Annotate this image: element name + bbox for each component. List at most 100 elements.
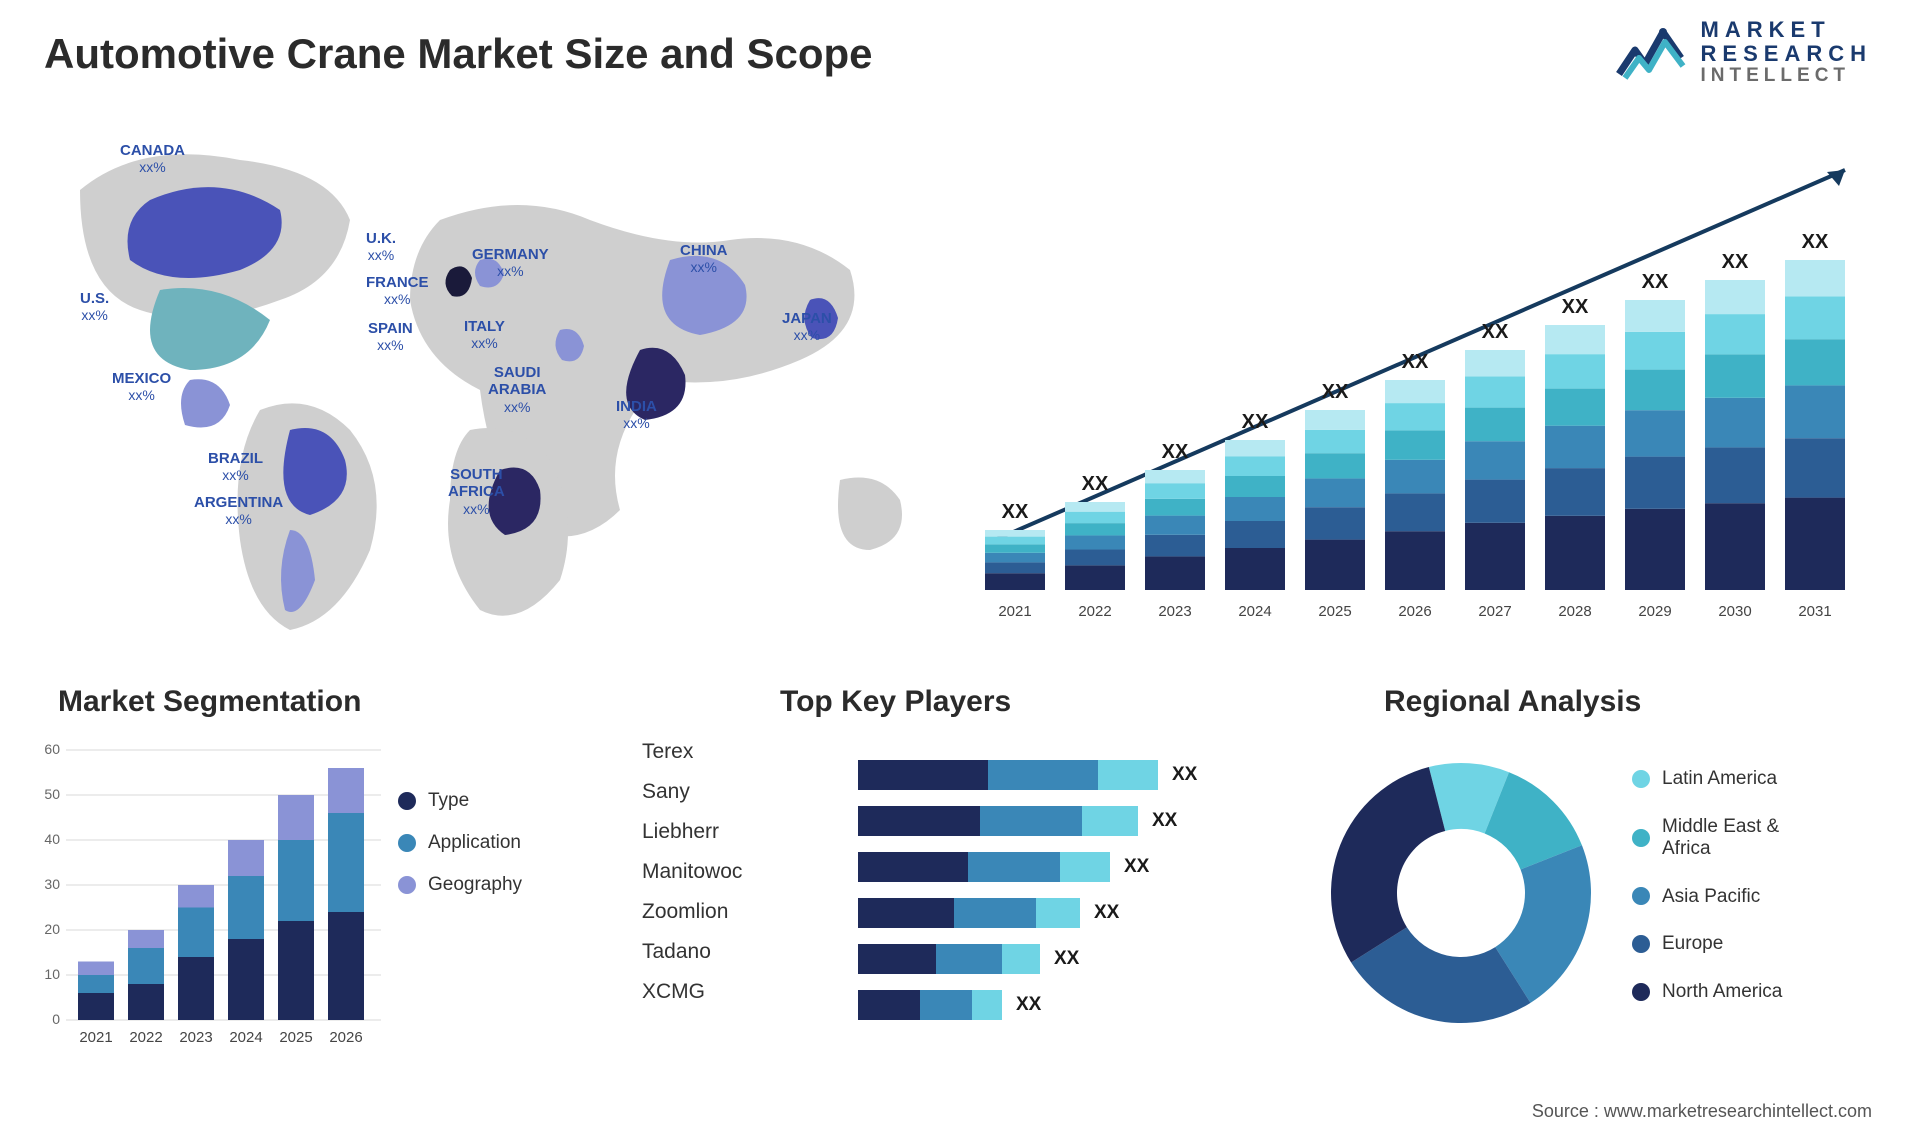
svg-text:XX: XX xyxy=(1242,411,1269,433)
keyplayer-bar: XX xyxy=(858,990,1268,1020)
keyplayer-bar: XX xyxy=(858,852,1268,882)
map-label: U.S.xx% xyxy=(80,290,109,323)
keyplayer-name: Zoomlion xyxy=(642,900,742,924)
page-title: Automotive Crane Market Size and Scope xyxy=(44,30,873,78)
keyplayer-bar: XX xyxy=(858,806,1268,836)
keyplayers-heading: Top Key Players xyxy=(780,685,1011,719)
legend-item: Latin America xyxy=(1632,768,1782,790)
svg-text:2027: 2027 xyxy=(1478,603,1511,620)
map-label: CHINAxx% xyxy=(680,242,728,275)
bar-segment xyxy=(858,990,920,1020)
keyplayers-list: TerexSanyLiebherrManitowocZoomlionTadano… xyxy=(642,740,742,1004)
segmentation-chart: 0102030405060202120222023202420252026 xyxy=(36,740,386,1050)
bar-segment xyxy=(920,990,972,1020)
bar-value-label: XX xyxy=(1172,764,1197,786)
svg-text:2026: 2026 xyxy=(1398,603,1431,620)
legend-swatch-icon xyxy=(1632,829,1650,847)
svg-text:XX: XX xyxy=(1562,296,1589,318)
svg-text:2022: 2022 xyxy=(1078,603,1111,620)
svg-text:2021: 2021 xyxy=(79,1029,112,1046)
svg-text:2025: 2025 xyxy=(1318,603,1351,620)
svg-text:20: 20 xyxy=(44,921,60,937)
source-caption: Source : www.marketresearchintellect.com xyxy=(1532,1101,1872,1122)
legend-swatch-icon xyxy=(1632,770,1650,788)
logo-line-3: INTELLECT xyxy=(1701,66,1872,87)
legend-item: Europe xyxy=(1632,933,1782,955)
map-label: INDIAxx% xyxy=(616,398,657,431)
bar-segment xyxy=(1098,760,1158,790)
bar-segment xyxy=(968,852,1060,882)
svg-text:2029: 2029 xyxy=(1638,603,1671,620)
bar-value-label: XX xyxy=(1124,856,1149,878)
legend-item: North America xyxy=(1632,981,1782,1003)
legend-label: Europe xyxy=(1662,933,1723,955)
svg-text:50: 50 xyxy=(44,786,60,802)
svg-text:XX: XX xyxy=(1322,381,1349,403)
keyplayer-name: Manitowoc xyxy=(642,860,742,884)
map-label: SOUTHAFRICAxx% xyxy=(448,466,505,517)
svg-text:2025: 2025 xyxy=(279,1029,312,1046)
keyplayers-bars: XX XX XX XX XX XX xyxy=(858,760,1268,1060)
brand-logo: MARKET RESEARCH INTELLECT xyxy=(1615,18,1872,87)
legend-swatch-icon xyxy=(398,792,416,810)
regional-donut xyxy=(1316,748,1606,1038)
svg-text:XX: XX xyxy=(1162,441,1189,463)
keyplayer-bar: XX xyxy=(858,760,1268,790)
keyplayer-name: Liebherr xyxy=(642,820,742,844)
svg-text:2031: 2031 xyxy=(1798,603,1831,620)
legend-swatch-icon xyxy=(1632,983,1650,1001)
svg-text:XX: XX xyxy=(1002,501,1029,523)
bar-segment xyxy=(858,898,954,928)
bar-segment xyxy=(858,852,968,882)
svg-text:2024: 2024 xyxy=(229,1029,262,1046)
bar-value-label: XX xyxy=(1094,902,1119,924)
logo-line-1: MARKET xyxy=(1701,18,1872,42)
legend-label: Application xyxy=(428,832,521,854)
legend-swatch-icon xyxy=(1632,887,1650,905)
segmentation-legend: Type Application Geography xyxy=(398,790,522,896)
legend-item: Middle East & Africa xyxy=(1632,816,1782,860)
map-label: MEXICOxx% xyxy=(112,370,171,403)
growth-bar-chart: XX2021XX2022XX2023XX2024XX2025XX2026XX20… xyxy=(965,130,1875,640)
legend-item: Type xyxy=(398,790,522,812)
legend-swatch-icon xyxy=(398,834,416,852)
legend-label: North America xyxy=(1662,981,1782,1003)
map-label: U.K.xx% xyxy=(366,230,396,263)
svg-text:XX: XX xyxy=(1402,351,1429,373)
map-label: CANADAxx% xyxy=(120,142,185,175)
map-label: ARGENTINAxx% xyxy=(194,494,283,527)
legend-label: Asia Pacific xyxy=(1662,886,1760,908)
map-label: SPAINxx% xyxy=(368,320,413,353)
svg-text:XX: XX xyxy=(1482,321,1509,343)
legend-label: Type xyxy=(428,790,469,812)
logo-line-2: RESEARCH xyxy=(1701,42,1872,66)
keyplayer-name: XCMG xyxy=(642,980,742,1004)
bar-value-label: XX xyxy=(1054,948,1079,970)
svg-text:2023: 2023 xyxy=(1158,603,1191,620)
map-label: BRAZILxx% xyxy=(208,450,263,483)
keyplayer-bar: XX xyxy=(858,898,1268,928)
bar-segment xyxy=(1036,898,1080,928)
bar-value-label: XX xyxy=(1152,810,1177,832)
regional-legend: Latin America Middle East & Africa Asia Pa… xyxy=(1632,768,1782,1003)
svg-text:30: 30 xyxy=(44,876,60,892)
map-label: SAUDIARABIAxx% xyxy=(488,364,546,415)
legend-swatch-icon xyxy=(398,876,416,894)
legend-item: Geography xyxy=(398,874,522,896)
legend-label: Latin America xyxy=(1662,768,1777,790)
map-label: FRANCExx% xyxy=(366,274,429,307)
keyplayer-bar: XX xyxy=(858,944,1268,974)
legend-item: Asia Pacific xyxy=(1632,886,1782,908)
regional-heading: Regional Analysis xyxy=(1384,685,1641,719)
keyplayer-name: Tadano xyxy=(642,940,742,964)
world-map: CANADAxx% U.S.xx% MEXICOxx% BRAZILxx% ARGENT… xyxy=(40,130,950,660)
bar-segment xyxy=(858,760,988,790)
svg-text:2028: 2028 xyxy=(1558,603,1591,620)
keyplayer-name: Terex xyxy=(642,740,742,764)
svg-text:2026: 2026 xyxy=(329,1029,362,1046)
legend-swatch-icon xyxy=(1632,935,1650,953)
bar-segment xyxy=(936,944,1002,974)
bar-segment xyxy=(972,990,1002,1020)
legend-label: Geography xyxy=(428,874,522,896)
svg-text:XX: XX xyxy=(1642,271,1669,293)
